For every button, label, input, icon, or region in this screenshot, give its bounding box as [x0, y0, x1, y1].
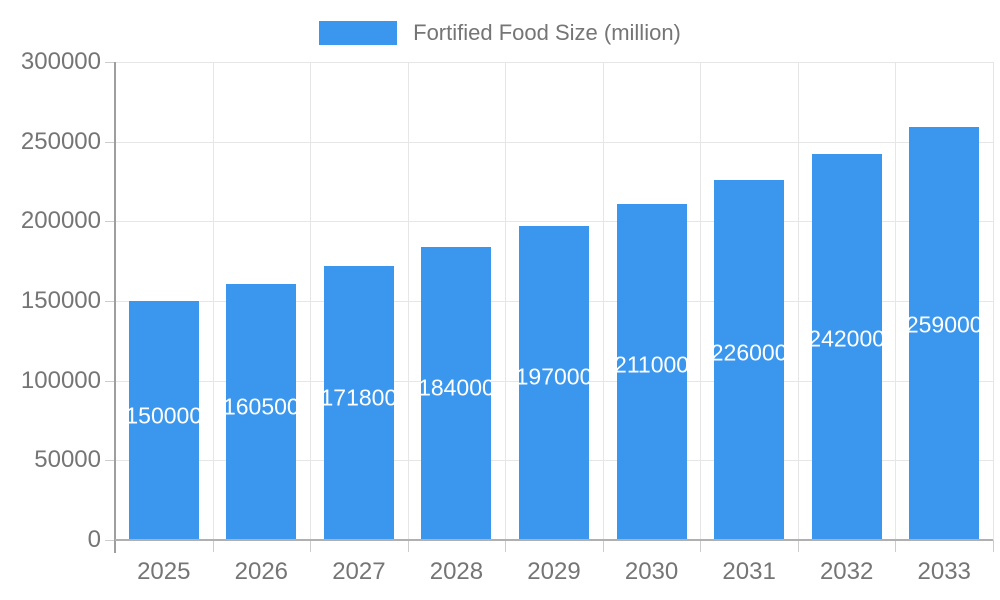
x-axis-tick [212, 540, 214, 552]
y-axis-tick [105, 380, 115, 382]
x-tick-label: 2025 [137, 558, 191, 585]
x-gridline [700, 62, 702, 540]
y-tick-label: 250000 [20, 127, 101, 155]
y-gridline [115, 62, 993, 63]
x-axis-tick [407, 540, 409, 552]
legend-series-label: Fortified Food Size (million) [413, 20, 681, 45]
chart-legend: Fortified Food Size (million) [0, 20, 1000, 46]
bar: 259000 [909, 127, 980, 540]
y-axis-tick [105, 301, 115, 302]
x-gridline [407, 62, 409, 540]
bar: 150000 [128, 301, 199, 540]
bar: 184000 [421, 246, 492, 540]
bar: 242000 [811, 154, 882, 540]
bar-value-label: 242000 [811, 325, 882, 352]
x-axis-tick [505, 540, 507, 552]
x-gridline [797, 62, 799, 540]
y-axis-tick [105, 62, 115, 63]
legend-swatch [319, 21, 398, 45]
bar-value-label: 171800 [323, 384, 394, 411]
x-tick-label: 2031 [722, 558, 776, 585]
bar-value-label: 226000 [714, 339, 785, 366]
x-tick-label: 2030 [624, 558, 679, 585]
y-axis-tick [105, 141, 115, 143]
y-axis-tick [105, 540, 115, 541]
bar: 171800 [323, 266, 394, 540]
x-axis-line [115, 539, 993, 541]
x-gridline [310, 62, 312, 540]
x-axis-tick [895, 540, 897, 552]
y-tick-label: 50000 [34, 446, 101, 474]
y-axis-tick [105, 221, 115, 223]
bar-value-label: 211000 [616, 351, 687, 378]
x-tick-label: 2033 [917, 558, 971, 585]
y-tick-label: 200000 [20, 207, 101, 235]
x-axis-tick [797, 540, 799, 552]
bar-value-label: 259000 [909, 311, 980, 338]
x-axis-tick [700, 540, 702, 552]
bar: 226000 [714, 179, 785, 540]
x-gridline [212, 62, 214, 540]
y-tick-label: 100000 [20, 366, 101, 394]
y-tick-label: 0 [87, 526, 101, 553]
x-axis-tick [602, 540, 604, 552]
y-axis-tick [105, 460, 115, 462]
x-tick-label: 2027 [332, 558, 386, 585]
y-gridline [115, 221, 993, 223]
bar: 160500 [226, 284, 297, 540]
x-tick-label: 2028 [429, 558, 484, 585]
x-gridline [895, 62, 897, 540]
x-gridline [505, 62, 507, 540]
x-tick-label: 2026 [234, 558, 289, 585]
y-tick-label: 300000 [20, 48, 101, 75]
bar-value-label: 184000 [421, 374, 492, 401]
bar: 211000 [616, 203, 687, 540]
bar: 197000 [519, 226, 589, 540]
bar-value-label: 197000 [519, 363, 589, 390]
bar-value-label: 150000 [128, 402, 199, 429]
y-gridline [115, 141, 993, 143]
bar-value-label: 160500 [226, 393, 297, 420]
x-axis-tick [993, 540, 994, 552]
y-axis-line [114, 62, 116, 553]
x-axis-tick [310, 540, 312, 552]
x-tick-label: 2032 [819, 558, 874, 585]
x-gridline [993, 62, 994, 540]
y-tick-label: 150000 [20, 287, 101, 314]
x-tick-label: 2029 [527, 558, 581, 585]
x-gridline [602, 62, 604, 540]
